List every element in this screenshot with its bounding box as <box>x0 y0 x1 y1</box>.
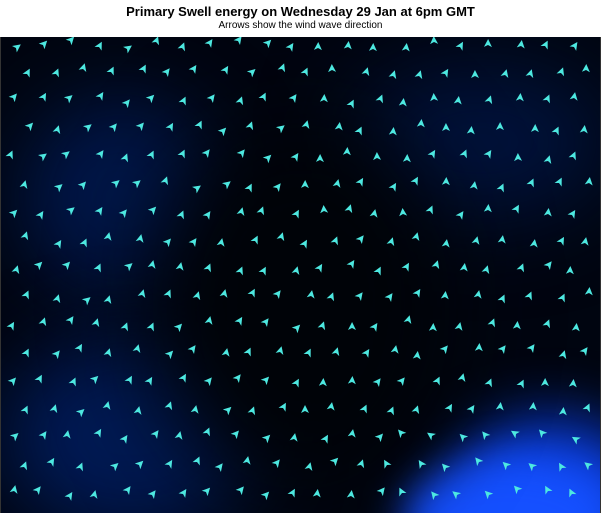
wave-direction-arrow <box>563 265 578 280</box>
wave-direction-arrow <box>213 236 230 253</box>
wave-direction-arrow <box>425 321 440 336</box>
wave-direction-arrow <box>510 320 525 335</box>
wave-direction-arrow <box>555 405 570 420</box>
swell-map <box>0 37 601 513</box>
wave-direction-arrow <box>131 231 148 248</box>
wave-direction-arrow <box>438 290 453 305</box>
wave-direction-arrow <box>566 90 582 106</box>
wave-direction-arrow <box>343 488 359 504</box>
wave-direction-arrow <box>526 237 542 253</box>
map-title: Primary Swell energy on Wednesday 29 Jan… <box>0 4 601 19</box>
wave-direction-arrow <box>540 206 556 222</box>
wave-direction-arrow <box>577 234 593 250</box>
wave-direction-arrow <box>568 321 583 336</box>
wave-direction-arrow <box>525 401 540 416</box>
wave-direction-arrow <box>366 42 381 57</box>
wave-direction-arrow <box>395 207 410 222</box>
wave-direction-arrow <box>578 62 593 77</box>
wave-direction-arrow <box>439 122 453 136</box>
wave-direction-arrow <box>466 179 482 195</box>
wave-direction-arrow <box>513 38 529 54</box>
wave-direction-arrow <box>400 152 415 167</box>
wave-direction-arrow <box>439 176 454 191</box>
wave-direction-arrow <box>493 401 509 417</box>
wave-direction-arrow <box>450 94 466 110</box>
wave-direction-arrow <box>325 63 339 77</box>
wave-direction-arrow <box>468 68 482 82</box>
wave-direction-arrow <box>494 233 510 249</box>
wave-direction-arrow <box>480 202 495 217</box>
wave-direction-arrow <box>470 287 486 303</box>
wave-direction-arrow <box>323 400 339 416</box>
wave-direction-arrow <box>471 341 486 356</box>
wave-direction-arrow <box>344 427 360 443</box>
wave-direction-arrow <box>217 345 234 362</box>
wave-direction-arrow <box>316 203 331 218</box>
wave-direction-arrow <box>427 37 442 49</box>
wave-direction-arrow <box>386 125 401 140</box>
wave-direction-arrow <box>481 38 495 52</box>
wave-direction-arrow <box>581 286 596 301</box>
map-subtitle: Arrows show the wind wave direction <box>0 20 601 31</box>
wave-direction-arrow <box>511 152 525 166</box>
wave-direction-arrow <box>409 349 425 365</box>
wave-direction-arrow <box>492 121 506 135</box>
wave-direction-arrow <box>538 377 552 391</box>
wave-direction-arrow <box>463 124 478 139</box>
wave-direction-arrow <box>426 91 441 106</box>
wave-direction-arrow <box>512 91 527 106</box>
wave-direction-arrow <box>339 146 354 161</box>
wave-direction-arrow <box>528 123 543 138</box>
wave-direction-arrow <box>59 428 75 444</box>
wave-direction-arrow <box>298 178 312 192</box>
wave-direction-arrow <box>565 377 580 392</box>
wave-direction-arrow <box>370 150 384 164</box>
wave-direction-arrow <box>456 261 472 277</box>
wave-direction-arrow <box>309 487 325 503</box>
map-bg-blob <box>151 117 451 497</box>
wave-direction-arrow <box>398 41 414 57</box>
wave-direction-arrow <box>340 39 355 54</box>
wave-direction-arrow <box>438 237 454 253</box>
wave-direction-arrow <box>581 175 597 191</box>
wave-direction-arrow <box>187 402 204 419</box>
wave-direction-arrow <box>302 288 318 304</box>
wave-direction-arrow <box>331 120 347 136</box>
wave-direction-arrow <box>297 117 314 134</box>
wave-direction-arrow <box>200 313 217 330</box>
wave-direction-arrow <box>316 376 331 391</box>
wave-direction-arrow <box>345 321 359 335</box>
wave-direction-arrow <box>311 41 326 56</box>
wave-direction-arrow <box>345 374 360 389</box>
wave-direction-arrow <box>298 404 312 418</box>
map-header: Primary Swell energy on Wednesday 29 Jan… <box>0 0 601 37</box>
wave-direction-arrow <box>313 153 327 167</box>
wave-direction-arrow <box>414 118 429 133</box>
wave-direction-arrow <box>316 93 331 108</box>
wave-direction-arrow <box>172 260 189 277</box>
wave-direction-arrow <box>395 97 411 113</box>
wave-direction-arrow <box>576 123 592 139</box>
